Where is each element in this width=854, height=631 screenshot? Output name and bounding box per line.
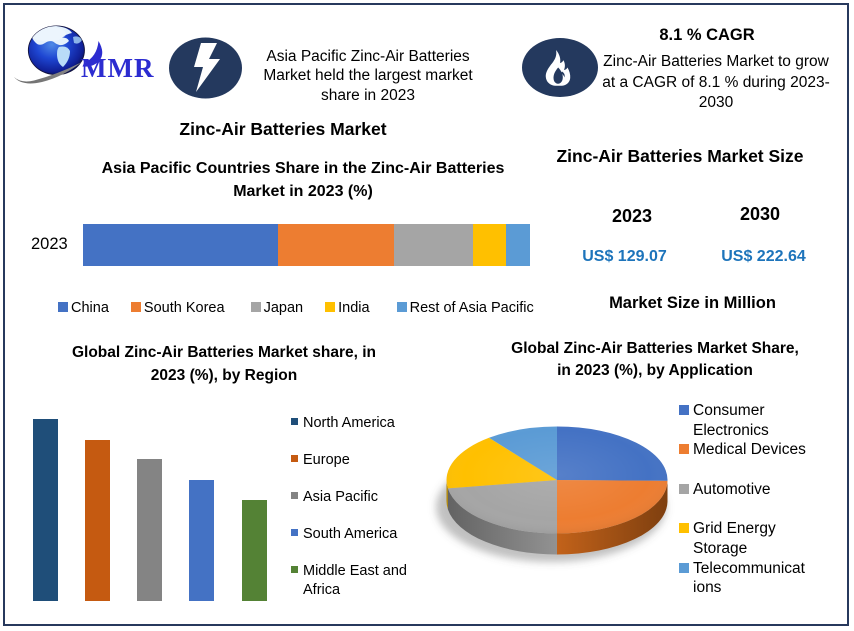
- svg-text:MMR: MMR: [81, 53, 154, 83]
